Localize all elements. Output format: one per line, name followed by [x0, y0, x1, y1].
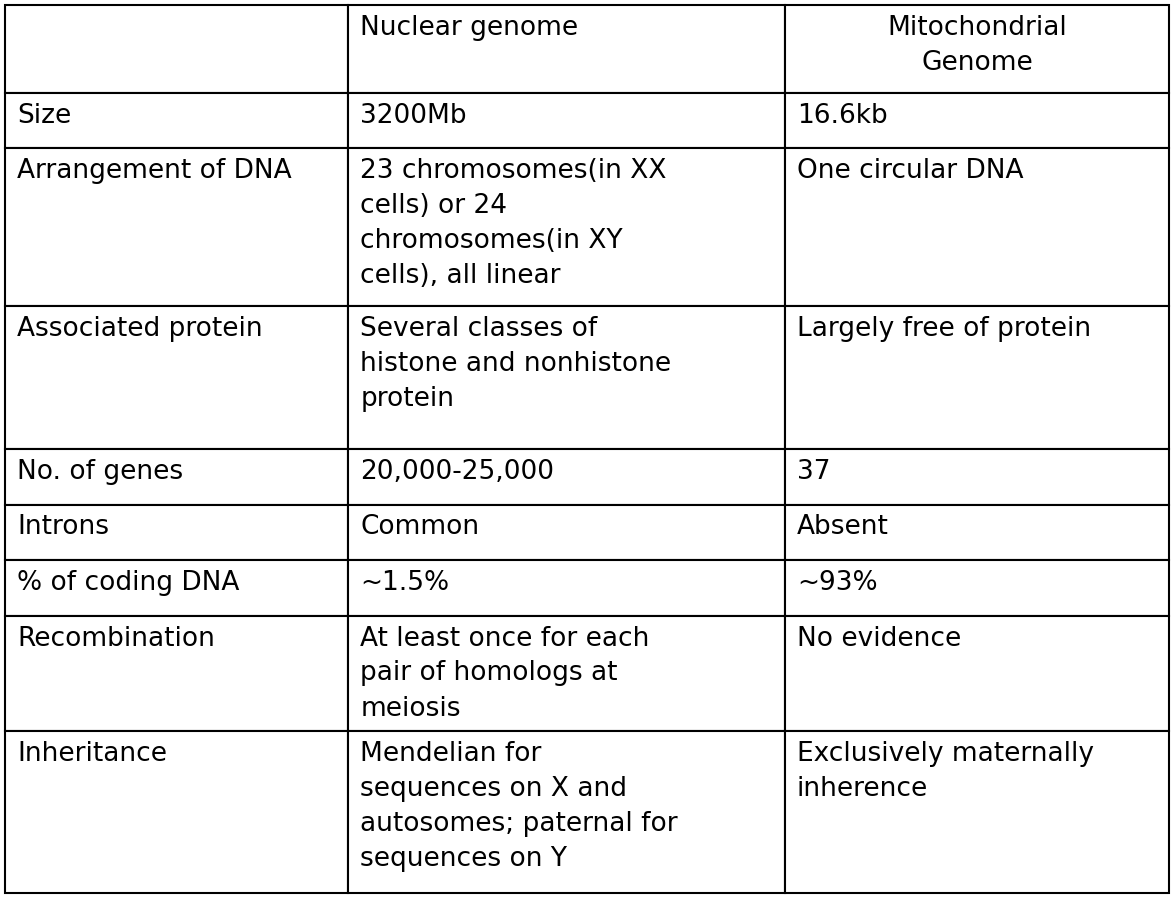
Text: Several classes of
histone and nonhistone
protein: Several classes of histone and nonhiston… — [360, 315, 672, 411]
Text: No. of genes: No. of genes — [16, 459, 183, 485]
Bar — [785, 148, 1169, 305]
Text: 16.6kb: 16.6kb — [797, 103, 888, 129]
Bar — [785, 615, 1169, 731]
Bar — [5, 560, 349, 615]
Text: % of coding DNA: % of coding DNA — [16, 570, 239, 596]
Bar — [785, 5, 1169, 92]
Text: Recombination: Recombination — [16, 626, 215, 652]
Text: Associated protein: Associated protein — [16, 315, 263, 341]
Bar — [5, 5, 349, 92]
Text: Exclusively maternally
inherence: Exclusively maternally inherence — [797, 741, 1094, 802]
Text: ~93%: ~93% — [797, 570, 877, 596]
Bar — [349, 505, 785, 560]
Text: 20,000-25,000: 20,000-25,000 — [360, 459, 554, 485]
Bar — [349, 731, 785, 893]
Bar — [5, 615, 349, 731]
Text: Nuclear genome: Nuclear genome — [360, 15, 579, 41]
Text: Introns: Introns — [16, 515, 109, 541]
Text: 37: 37 — [797, 459, 830, 485]
Bar — [785, 731, 1169, 893]
Bar — [349, 449, 785, 505]
Text: 3200Mb: 3200Mb — [360, 103, 467, 129]
Text: Absent: Absent — [797, 515, 889, 541]
Bar — [349, 560, 785, 615]
Bar — [785, 305, 1169, 449]
Text: 23 chromosomes(in XX
cells) or 24
chromosomes(in XY
cells), all linear: 23 chromosomes(in XX cells) or 24 chromo… — [360, 158, 667, 289]
Bar — [349, 305, 785, 449]
Bar — [349, 92, 785, 148]
Text: No evidence: No evidence — [797, 626, 962, 652]
Bar — [349, 615, 785, 731]
Bar — [785, 449, 1169, 505]
Text: Largely free of protein: Largely free of protein — [797, 315, 1091, 341]
Text: Arrangement of DNA: Arrangement of DNA — [16, 158, 291, 184]
Bar — [5, 505, 349, 560]
Bar — [349, 5, 785, 92]
Text: Size: Size — [16, 103, 72, 129]
Bar — [785, 92, 1169, 148]
Text: One circular DNA: One circular DNA — [797, 158, 1024, 184]
Bar — [5, 731, 349, 893]
Text: Mitochondrial
Genome: Mitochondrial Genome — [888, 15, 1067, 76]
Text: At least once for each
pair of homologs at
meiosis: At least once for each pair of homologs … — [360, 626, 649, 721]
Bar — [349, 148, 785, 305]
Bar — [5, 148, 349, 305]
Bar — [785, 505, 1169, 560]
Bar — [5, 92, 349, 148]
Text: Mendelian for
sequences on X and
autosomes; paternal for
sequences on Y: Mendelian for sequences on X and autosom… — [360, 741, 679, 872]
Bar — [785, 560, 1169, 615]
Bar — [5, 305, 349, 449]
Text: Inheritance: Inheritance — [16, 741, 167, 767]
Bar — [5, 449, 349, 505]
Text: ~1.5%: ~1.5% — [360, 570, 450, 596]
Text: Common: Common — [360, 515, 479, 541]
